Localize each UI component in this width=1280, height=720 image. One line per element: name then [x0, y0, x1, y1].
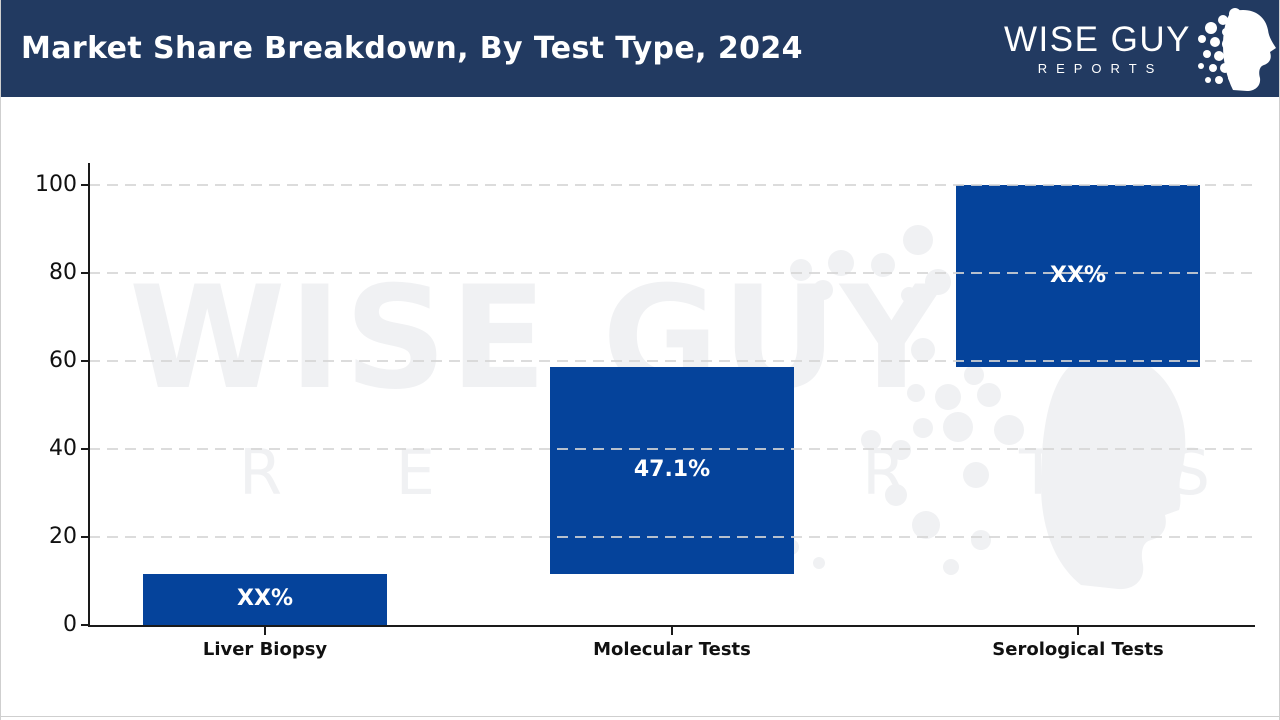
logo-wordmark: WISE GUY: [1004, 20, 1192, 59]
x-tick-label: Liver Biopsy: [202, 639, 328, 660]
bar-value-label: 47.1%: [633, 457, 711, 483]
gridline-20: [89, 536, 1255, 538]
y-tick-label: 0: [63, 612, 77, 637]
x-tick-label: Molecular Tests: [593, 639, 751, 660]
y-tick-0: [81, 624, 89, 626]
y-tick-label: 80: [49, 260, 77, 285]
watermark-head-icon: [783, 225, 1186, 590]
y-tick-label: 40: [49, 436, 77, 461]
y-tick-60: [81, 360, 89, 362]
chart-title: Market Share Breakdown, By Test Type, 20…: [21, 31, 803, 66]
bar-molecular-tests: [550, 366, 794, 574]
x-tick-label: Serological Tests: [992, 639, 1164, 660]
y-tick-20: [81, 536, 89, 538]
gridline-80: [89, 272, 1255, 274]
x-tick-3: [1077, 627, 1079, 635]
gridline-40: [89, 448, 1255, 450]
bar-value-label: XX%: [1050, 262, 1106, 288]
wiseguy-logo: WISE GUY REPORTS: [1004, 6, 1277, 92]
logo-head-icon: [1198, 8, 1277, 92]
x-axis-line: [88, 625, 1255, 627]
y-tick-label: 60: [49, 348, 77, 373]
watermark-wordmark: WISE GUY: [129, 256, 946, 421]
y-tick-40: [81, 448, 89, 450]
bar-value-label: XX%: [237, 586, 293, 612]
y-tick-label: 20: [49, 524, 77, 549]
bar-liver-biopsy: [143, 573, 387, 625]
y-tick-label: 100: [35, 172, 77, 197]
y-tick-100: [81, 184, 89, 186]
y-tick-80: [81, 272, 89, 274]
gridline-100: [89, 184, 1255, 186]
gridline-60: [89, 360, 1255, 362]
logo-text: WISE GUY REPORTS: [1004, 22, 1191, 76]
x-tick-1: [264, 627, 266, 635]
x-tick-2: [671, 627, 673, 635]
y-axis-line: [88, 163, 90, 627]
header: Market Share Breakdown, By Test Type, 20…: [1, 0, 1279, 97]
logo-subtext: REPORTS: [1037, 61, 1164, 76]
bottom-divider: [1, 716, 1279, 717]
bar-serological-tests: [956, 185, 1200, 367]
